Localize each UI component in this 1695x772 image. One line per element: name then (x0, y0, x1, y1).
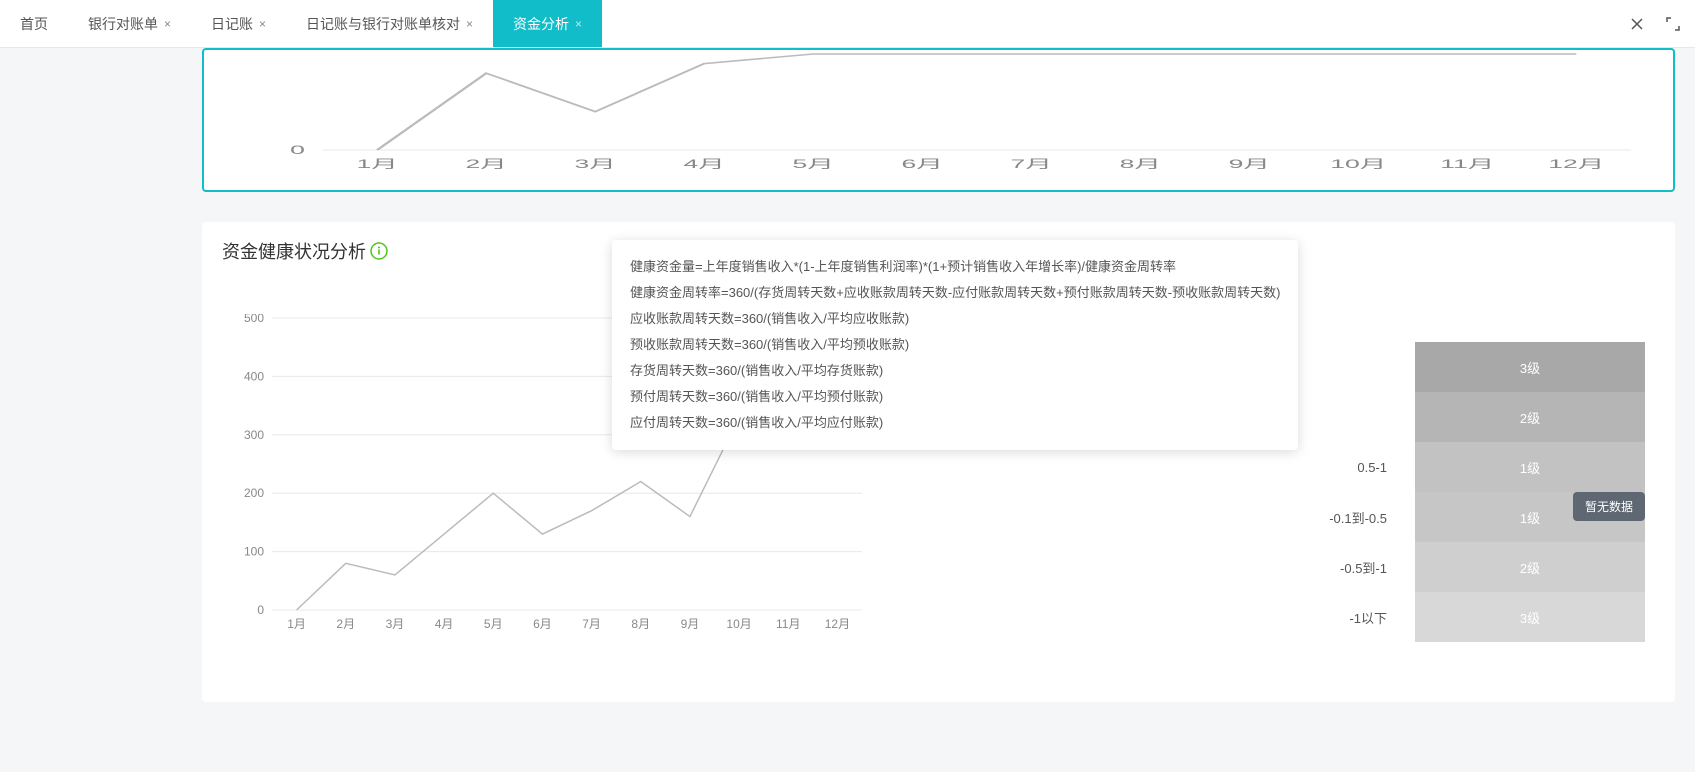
svg-text:8月: 8月 (1120, 158, 1161, 171)
tab-0[interactable]: 首页 (0, 0, 68, 47)
level-cell: 3级 (1415, 592, 1645, 642)
chart-mini: 0 1月 2月 3月 4月 5月 6月 7月 8月 9月 10月 11月 12月 (234, 50, 1653, 174)
close-all-icon[interactable] (1623, 10, 1651, 38)
health-analysis-card: 资金健康状况分析 健康资金量=上年度销售收入*(1-上年度销售利润率)*(1+预… (202, 222, 1675, 702)
svg-text:2月: 2月 (466, 158, 507, 171)
tab-2[interactable]: 日记账 × (191, 0, 286, 47)
svg-text:12月: 12月 (1548, 158, 1604, 171)
tooltip-line-5: 预付周转天数=360/(销售收入/平均预付账款) (630, 384, 1280, 410)
level-row-0: 3级 (1265, 342, 1645, 392)
svg-text:10月: 10月 (726, 617, 751, 631)
svg-text:4月: 4月 (435, 617, 454, 631)
tab-label: 日记账 (211, 14, 253, 34)
level-row-4: -0.5到-12级 (1265, 542, 1645, 592)
info-icon[interactable] (370, 242, 388, 260)
svg-text:7月: 7月 (1011, 158, 1052, 171)
level-cell: 2级 (1415, 392, 1645, 442)
tab-1[interactable]: 银行对账单 × (68, 0, 191, 47)
expand-icon[interactable] (1659, 10, 1687, 38)
svg-text:0: 0 (257, 603, 264, 617)
svg-text:4月: 4月 (684, 158, 725, 171)
tab-close-icon[interactable]: × (466, 17, 473, 31)
section-title: 资金健康状况分析 (222, 238, 366, 264)
tab-close-icon[interactable]: × (575, 17, 582, 31)
tooltip-line-4: 存货周转天数=360/(销售收入/平均存货账款) (630, 358, 1280, 384)
svg-text:11月: 11月 (776, 617, 800, 631)
tab-close-icon[interactable]: × (164, 17, 171, 31)
svg-text:1月: 1月 (287, 617, 306, 631)
svg-text:500: 500 (244, 314, 264, 325)
svg-text:6月: 6月 (533, 617, 552, 631)
tab-label: 资金分析 (513, 14, 569, 34)
tab-4[interactable]: 资金分析 × (493, 0, 602, 47)
svg-text:5月: 5月 (793, 158, 834, 171)
tab-bar: 首页 银行对账单 × 日记账 × 日记账与银行对账单核对 × 资金分析 × (0, 0, 1695, 48)
tooltip-line-0: 健康资金量=上年度销售收入*(1-上年度销售利润率)*(1+预计销售收入年增长率… (630, 254, 1280, 280)
svg-text:12月: 12月 (825, 617, 850, 631)
svg-text:11月: 11月 (1440, 158, 1494, 171)
level-cell: 1级 (1415, 442, 1645, 492)
svg-text:1月: 1月 (356, 158, 397, 171)
tooltip-line-6: 应付周转天数=360/(销售收入/平均应付账款) (630, 410, 1280, 436)
tab-label: 首页 (20, 14, 48, 34)
tab-close-icon[interactable]: × (259, 17, 266, 31)
svg-text:6月: 6月 (902, 158, 943, 171)
level-label: -1以下 (1265, 592, 1415, 642)
level-row-2: 0.5-11级 (1265, 442, 1645, 492)
svg-text:8月: 8月 (631, 617, 650, 631)
svg-text:3月: 3月 (575, 158, 616, 171)
svg-text:0: 0 (290, 144, 305, 157)
svg-text:2月: 2月 (336, 617, 355, 631)
tooltip-line-2: 应收账款周转天数=360/(销售收入/平均应收账款) (630, 306, 1280, 332)
page-body: 0 1月 2月 3月 4月 5月 6月 7月 8月 9月 10月 11月 12月 资金健康状况分析 健康… (0, 48, 1695, 772)
svg-text:3月: 3月 (386, 617, 405, 631)
svg-text:7月: 7月 (582, 617, 601, 631)
svg-text:300: 300 (244, 428, 264, 442)
tooltip-line-1: 健康资金周转率=360/(存货周转天数+应收账款周转天数-应付账款周转天数+预付… (630, 280, 1280, 306)
svg-text:10月: 10月 (1330, 158, 1386, 171)
level-cell: 3级 (1415, 342, 1645, 392)
level-label: -0.1到-0.5 (1265, 492, 1415, 542)
level-row-1: 2级 (1265, 392, 1645, 442)
svg-text:100: 100 (244, 545, 264, 559)
tab-label: 银行对账单 (88, 14, 158, 34)
svg-text:5月: 5月 (484, 617, 503, 631)
nodata-badge: 暂无数据 (1573, 492, 1645, 521)
svg-text:200: 200 (244, 486, 264, 500)
level-cell: 2级 (1415, 542, 1645, 592)
tabbar-actions (1623, 0, 1687, 47)
top-chart-card: 0 1月 2月 3月 4月 5月 6月 7月 8月 9月 10月 11月 12月 (202, 48, 1675, 192)
level-row-5: -1以下3级 (1265, 592, 1645, 642)
svg-text:9月: 9月 (681, 617, 700, 631)
tab-3[interactable]: 日记账与银行对账单核对 × (286, 0, 493, 47)
svg-text:9月: 9月 (1229, 158, 1270, 171)
tooltip-line-3: 预收账款周转天数=360/(销售收入/平均预收账款) (630, 332, 1280, 358)
svg-text:400: 400 (244, 369, 264, 383)
tab-label: 日记账与银行对账单核对 (306, 14, 460, 34)
level-label: -0.5到-1 (1265, 542, 1415, 592)
formula-tooltip: 健康资金量=上年度销售收入*(1-上年度销售利润率)*(1+预计销售收入年增长率… (612, 240, 1298, 450)
